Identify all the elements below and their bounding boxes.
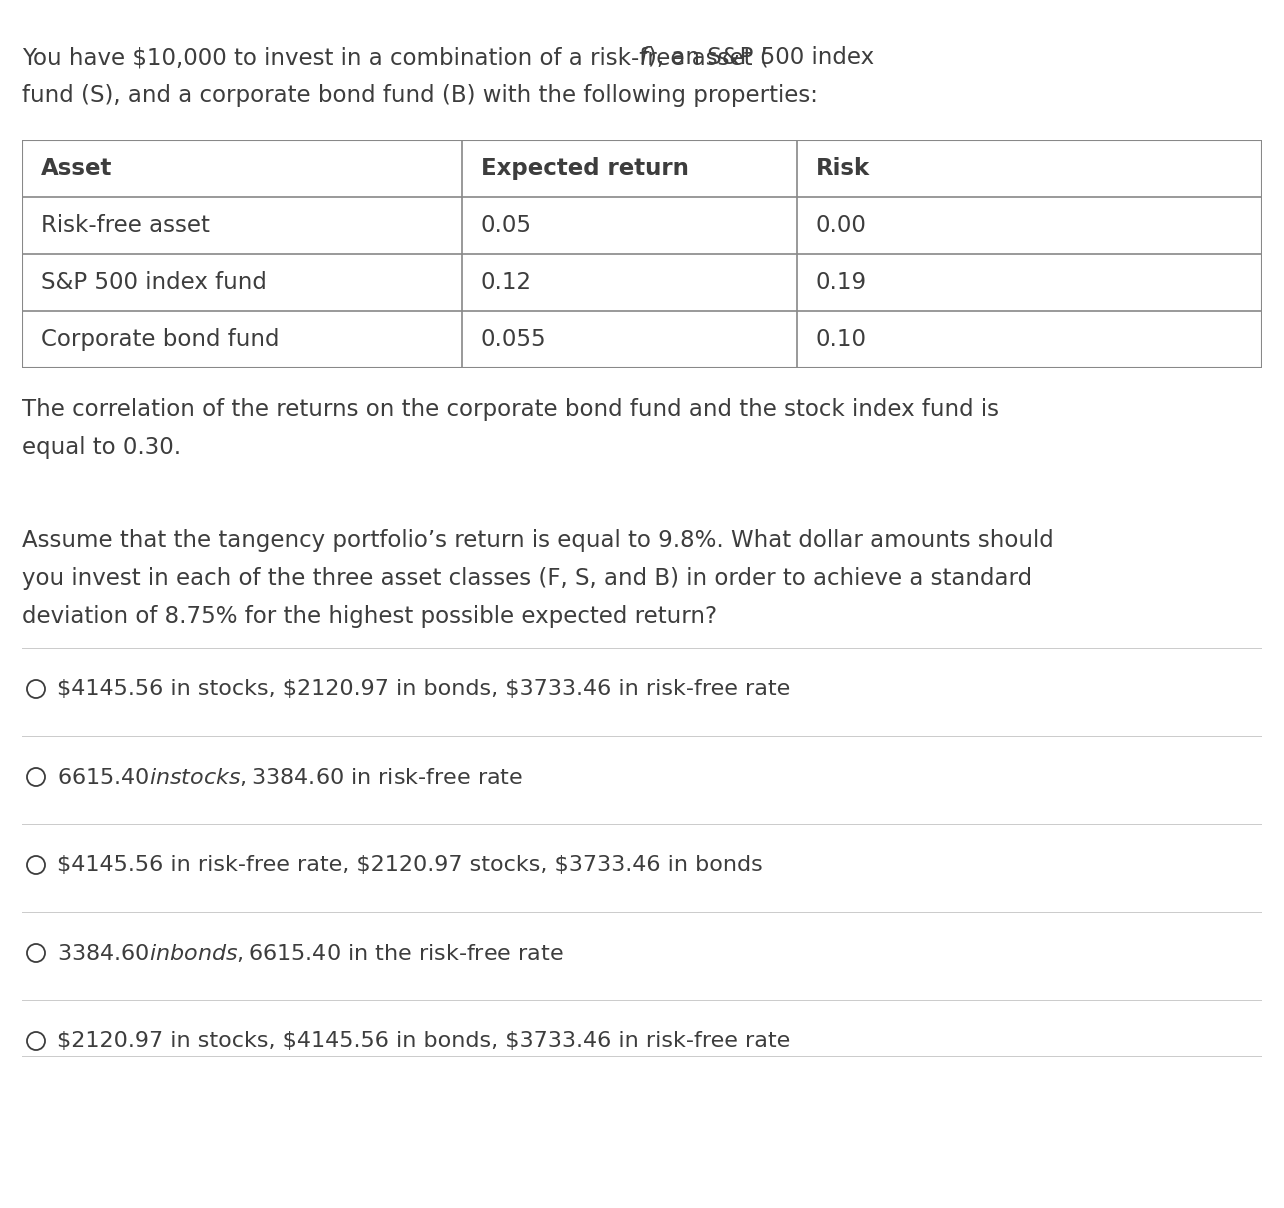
Text: $4145.56 in stocks, $2120.97 in bonds, $3733.46 in risk-free rate: $4145.56 in stocks, $2120.97 in bonds, $…	[56, 679, 790, 699]
Text: The correlation of the returns on the corporate bond fund and the stock index fu: The correlation of the returns on the co…	[22, 397, 999, 422]
Text: Risk-free asset: Risk-free asset	[41, 214, 209, 237]
Text: you invest in each of the three asset classes (F, S, and B) in order to achieve : you invest in each of the three asset cl…	[22, 567, 1032, 590]
Text: $2120.97 in stocks, $4145.56 in bonds, $3733.46 in risk-free rate: $2120.97 in stocks, $4145.56 in bonds, $…	[56, 1030, 790, 1051]
Text: You have $10,000 to invest in a combination of a risk-free asset (: You have $10,000 to invest in a combinat…	[22, 46, 769, 69]
Text: Risk: Risk	[815, 157, 869, 180]
Text: ), an S&P 500 index: ), an S&P 500 index	[647, 46, 873, 69]
Text: Corporate bond fund: Corporate bond fund	[41, 329, 279, 352]
Text: $4145.56 in risk-free rate, $2120.97 stocks, $3733.46 in bonds: $4145.56 in risk-free rate, $2120.97 sto…	[56, 855, 763, 875]
Text: 0.10: 0.10	[815, 329, 867, 352]
Text: $3384.60 in bonds, $6615.40 in the risk-free rate: $3384.60 in bonds, $6615.40 in the risk-…	[56, 942, 564, 964]
Text: deviation of 8.75% for the highest possible expected return?: deviation of 8.75% for the highest possi…	[22, 605, 718, 628]
Text: Assume that the tangency portfolio’s return is equal to 9.8%. What dollar amount: Assume that the tangency portfolio’s ret…	[22, 529, 1054, 552]
Text: Expected return: Expected return	[480, 157, 688, 180]
Text: Asset: Asset	[41, 157, 112, 180]
Text: 0.19: 0.19	[815, 271, 867, 294]
Text: equal to 0.30.: equal to 0.30.	[22, 436, 181, 459]
Text: 0.00: 0.00	[815, 214, 867, 237]
Text: 0.05: 0.05	[480, 214, 532, 237]
Text: f: f	[639, 46, 647, 69]
Text: 0.12: 0.12	[480, 271, 532, 294]
Text: $6615.40 in stocks, $3384.60 in risk-free rate: $6615.40 in stocks, $3384.60 in risk-fre…	[56, 766, 523, 788]
Text: fund (S), and a corporate bond fund (B) with the following properties:: fund (S), and a corporate bond fund (B) …	[22, 85, 818, 108]
Text: 0.055: 0.055	[480, 329, 547, 352]
Text: S&P 500 index fund: S&P 500 index fund	[41, 271, 267, 294]
